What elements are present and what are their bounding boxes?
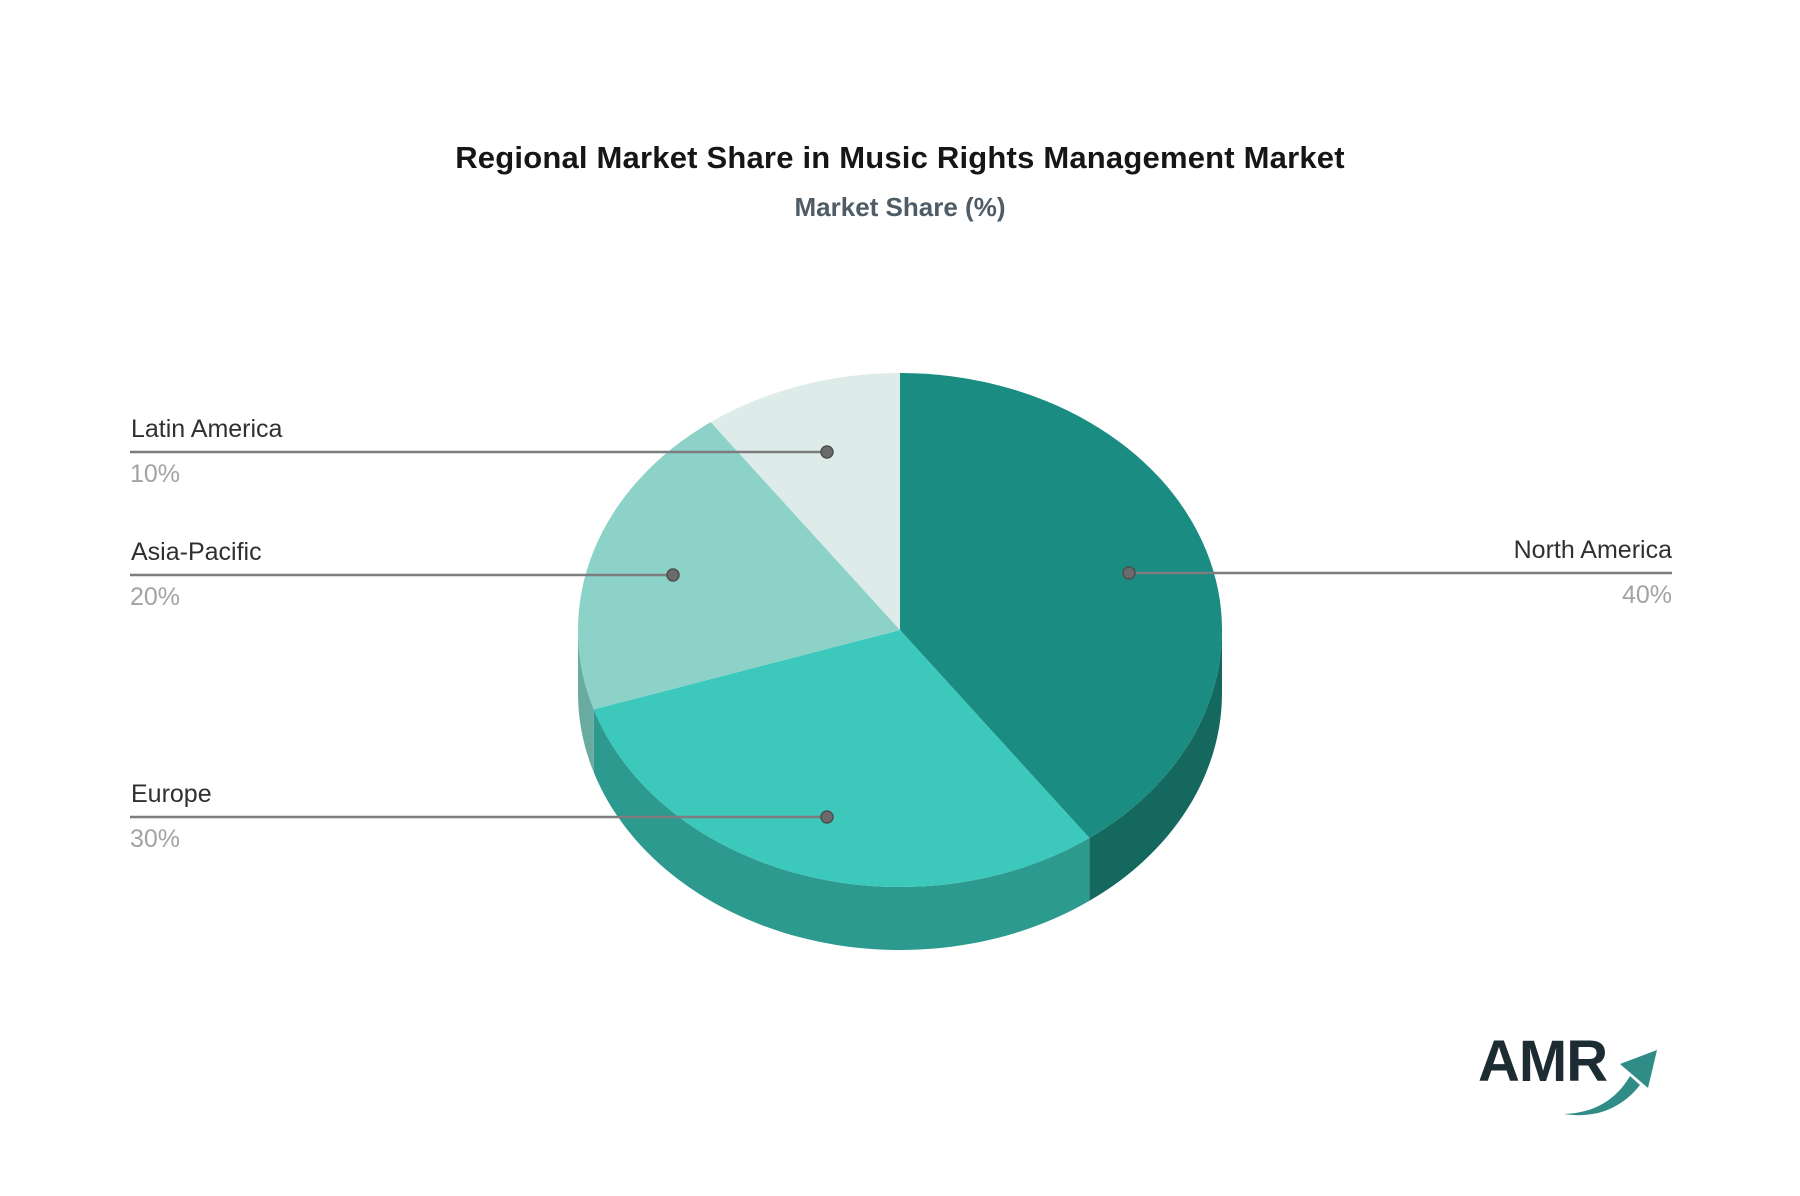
pie-3d [577, 373, 1223, 951]
amr-logo: AMR [1478, 1033, 1678, 1123]
label-north-america: North America [1513, 536, 1672, 564]
pie-slice-side-europe [593, 709, 1090, 951]
leader-dot-europe [820, 810, 834, 824]
pie-slice-side-asia-pacific [578, 630, 594, 773]
value-north-america: 40% [1621, 581, 1672, 609]
leader-lines [130, 445, 1672, 824]
label-europe: Europe [131, 780, 212, 808]
value-asia-pacific: 20% [130, 583, 181, 611]
leader-dot-latin-america [820, 445, 834, 459]
pie-slice-europe[interactable] [593, 630, 1090, 888]
pie-slice-latin-america[interactable] [710, 373, 900, 630]
pie-slice-side-north-america [1089, 630, 1222, 901]
label-latin-america: Latin America [131, 415, 283, 443]
value-latin-america: 10% [130, 460, 181, 488]
label-asia-pacific: Asia-Pacific [131, 538, 262, 566]
amr-logo-text: AMR [1478, 1029, 1608, 1094]
chart-subtitle: Market Share (%) [794, 192, 1006, 222]
pie-slice-asia-pacific[interactable] [577, 422, 900, 710]
chart-title: Regional Market Share in Music Rights Ma… [455, 140, 1345, 175]
amr-logo-arrow-icon [1564, 1050, 1657, 1116]
leader-dot-north-america [1122, 566, 1136, 580]
value-europe: 30% [130, 825, 181, 853]
leader-dot-asia-pacific [666, 568, 680, 582]
pie-slice-north-america[interactable] [900, 373, 1223, 838]
